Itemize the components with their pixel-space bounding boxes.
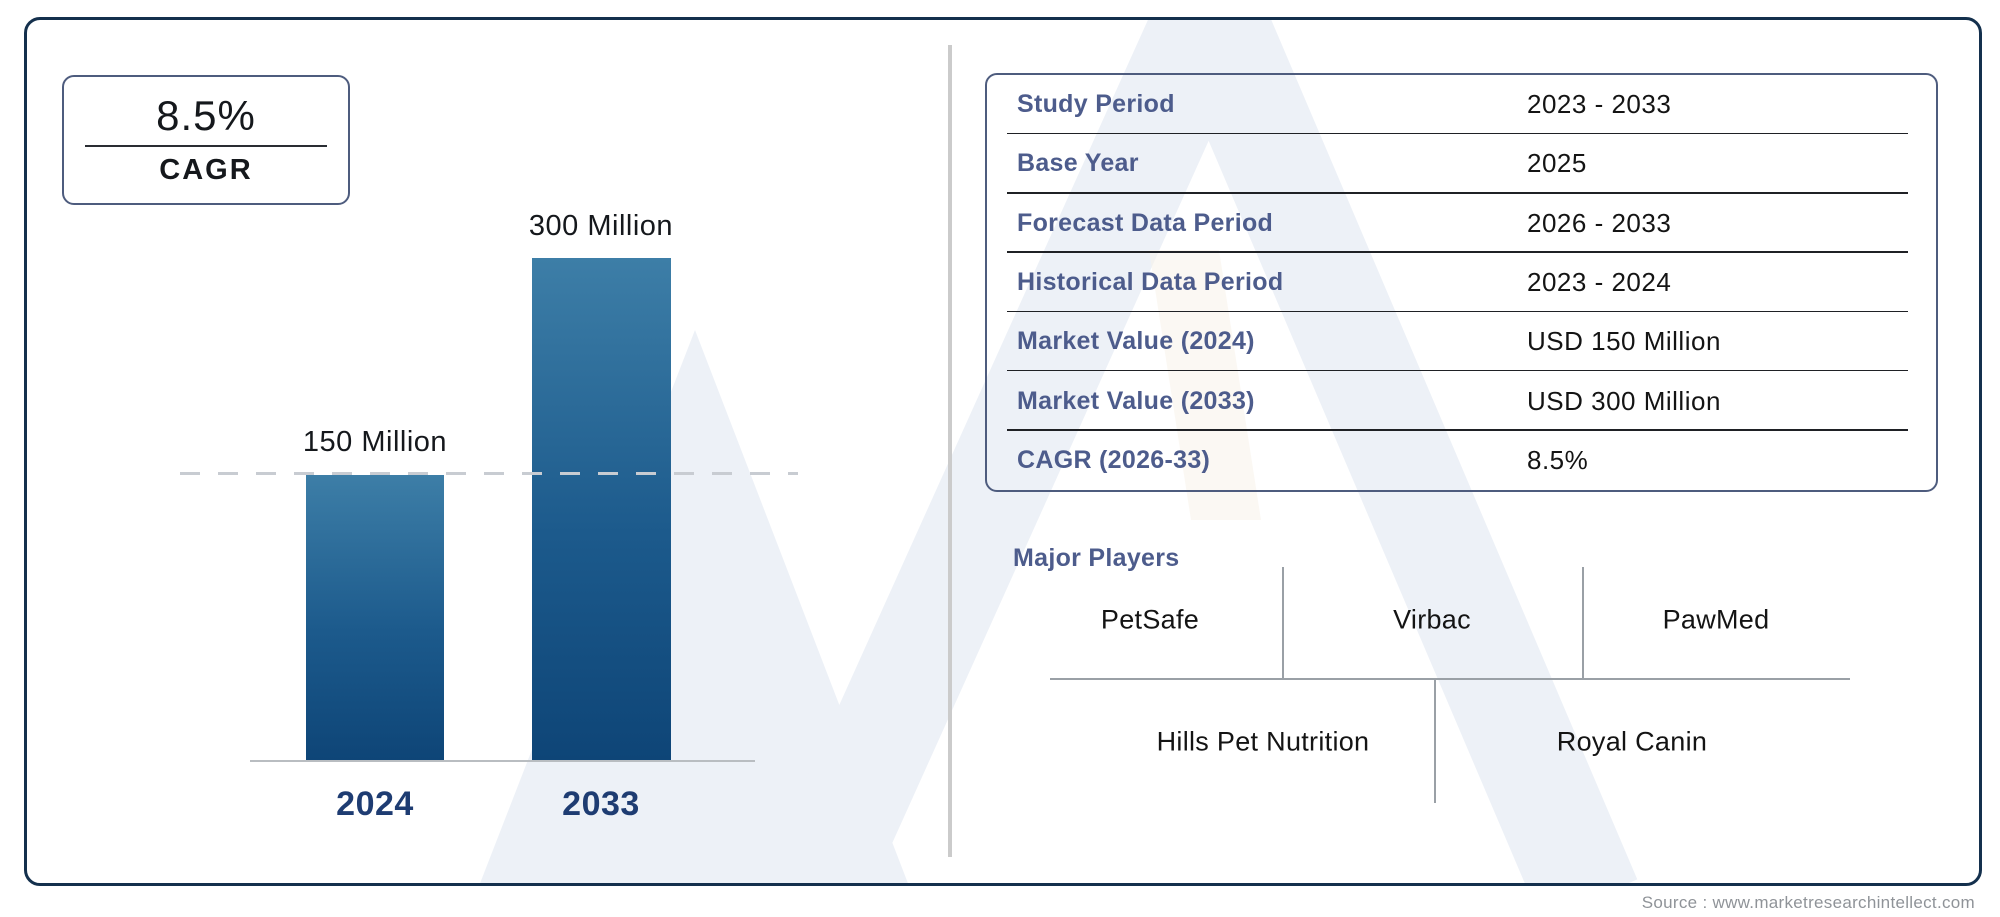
bar-value-label-2024: 150 Million [302,426,448,458]
table-row-value: USD 300 Million [1527,385,1721,416]
table-row: Study Period 2023 - 2033 [987,75,1936,135]
table-row-value: USD 150 Million [1527,326,1721,357]
players-grid-vline [1282,567,1284,678]
cagr-badge-divider [85,145,327,148]
table-row: Forecast Data Period 2026 - 2033 [987,194,1936,254]
table-row-label: Forecast Data Period [1017,208,1274,237]
chart-baseline [250,760,755,762]
study-info-table: Study Period 2023 - 2033 Base Year 2025 … [985,73,1938,492]
table-row: Market Value (2024) USD 150 Million [987,312,1936,372]
table-row: Market Value (2033) USD 300 Million [987,371,1936,431]
bar-2024 [306,475,444,760]
panel-divider [948,45,952,857]
cagr-badge-label: CAGR [159,154,253,187]
x-axis-label-2024: 2024 [336,785,414,823]
table-row: Base Year 2025 [987,134,1936,194]
table-row: CAGR (2026-33) 8.5% [987,431,1936,490]
player-name-hills-pet-nutrition: Hills Pet Nutrition [1156,726,1370,757]
cagr-badge: 8.5% CAGR [62,75,350,205]
reference-dashed-line [180,472,798,475]
table-row-label: Market Value (2024) [1017,327,1255,356]
table-row-value: 2023 - 2024 [1527,266,1672,297]
table-row-label: Market Value (2033) [1017,386,1255,415]
table-row-label: Historical Data Period [1017,267,1284,296]
players-grid-vline [1582,567,1584,678]
table-row: Historical Data Period 2023 - 2024 [987,253,1936,313]
players-grid-hline [1050,678,1850,680]
table-row-value: 2026 - 2033 [1527,207,1672,238]
players-grid-vline [1434,678,1436,803]
table-row-value: 8.5% [1527,444,1589,475]
table-row-label: Study Period [1017,90,1175,119]
x-axis-label-2033: 2033 [562,785,640,823]
source-attribution: Source : www.marketresearchintellect.com [1641,893,1975,912]
bar-value-label-2033: 300 Million [528,210,674,242]
player-name-royal-canin: Royal Canin [1556,726,1708,757]
player-name-petsafe: PetSafe [1100,604,1200,635]
table-row-label: Base Year [1017,149,1139,178]
major-players-heading: Major Players [1013,544,1180,572]
table-row-label: CAGR (2026-33) [1017,445,1211,474]
table-row-value: 2025 [1527,148,1587,179]
player-name-virbac: Virbac [1393,604,1471,635]
cagr-badge-value: 8.5% [156,91,256,139]
bar-2033 [532,258,671,760]
table-row-value: 2023 - 2033 [1527,89,1672,120]
player-name-pawmed: PawMed [1662,604,1770,635]
